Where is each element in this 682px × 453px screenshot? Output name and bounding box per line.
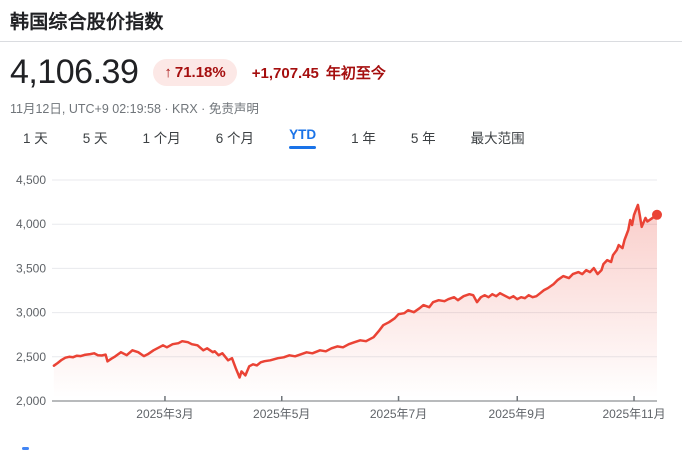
change-badge: ↑ 71.18% xyxy=(153,58,237,86)
x-axis-label: 2025年9月 xyxy=(489,407,546,421)
x-axis-label: 2025年3月 xyxy=(136,407,193,421)
quote-meta: 11月12日, UTC+9 02:19:58 · KRX · 免责声明 xyxy=(10,98,259,117)
quote-row: 4,106.39 ↑ 71.18% +1,707.45 年初至今 xyxy=(10,51,386,93)
tab-1d[interactable]: 1 天 xyxy=(23,131,48,146)
y-axis-label: 3,500 xyxy=(16,261,46,275)
tab-max[interactable]: 最大范围 xyxy=(470,131,525,146)
tab-ytd[interactable]: YTD xyxy=(289,124,317,149)
x-axis-label: 2025年11月 xyxy=(602,407,665,421)
change-line: +1,707.45 年初至今 xyxy=(252,62,386,83)
change-percent: 71.18% xyxy=(174,63,226,81)
tab-6m[interactable]: 6 个月 xyxy=(215,131,255,146)
change-period-label: 年初至今 xyxy=(325,64,386,82)
x-axis-label: 2025年5月 xyxy=(253,407,310,421)
last-price-dot xyxy=(652,209,662,220)
y-axis-label: 4,000 xyxy=(16,217,46,231)
x-axis-label: 2025年7月 xyxy=(370,407,427,421)
header-divider xyxy=(0,41,682,42)
change-absolute: +1,707.45 xyxy=(251,64,319,82)
page-title: 韩国综合股价指数 xyxy=(10,12,164,33)
price-chart[interactable]: 2,000 2,500 3,000 3,500 4,000 4,500 2025年3月 202… xyxy=(0,165,682,453)
range-tabs: 1 天 5 天 1 个月 6 个月 YTD 1 年 5 年 最大范围 xyxy=(23,124,525,154)
y-axis-label: 2,000 xyxy=(16,394,46,408)
price-area xyxy=(53,204,657,401)
y-axis-label: 4,500 xyxy=(16,173,46,187)
disclaimer-link[interactable]: 免责声明 xyxy=(208,102,259,116)
tab-5y[interactable]: 5 年 xyxy=(410,131,436,146)
clipped-blue-element xyxy=(22,447,29,450)
y-axis-label: 2,500 xyxy=(16,350,46,364)
tab-1m[interactable]: 1 个月 xyxy=(142,131,181,146)
tab-5d[interactable]: 5 天 xyxy=(82,131,108,146)
quote-meta-text: 11月12日, UTC+9 02:19:58 · KRX · xyxy=(10,102,209,116)
tab-1y[interactable]: 1 年 xyxy=(351,131,376,146)
y-axis-label: 3,000 xyxy=(16,306,46,320)
price-line xyxy=(52,203,659,379)
current-price: 4,106.39 xyxy=(10,53,139,91)
arrow-up-icon: ↑ xyxy=(164,63,172,81)
